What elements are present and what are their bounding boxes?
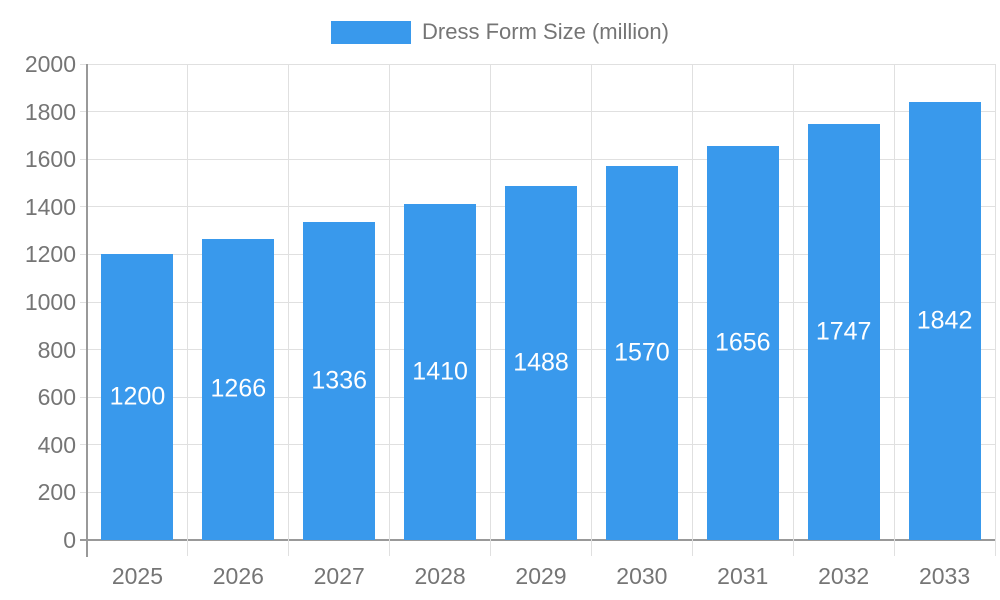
bar-2026: 1266 bbox=[202, 238, 275, 540]
y-axis-tick-label: 400 bbox=[37, 431, 76, 458]
bar-2027: 1336 bbox=[303, 222, 376, 540]
bar-value-label: 1842 bbox=[916, 306, 973, 335]
gridline-horizontal bbox=[80, 111, 995, 113]
bar-2028: 1410 bbox=[404, 204, 477, 540]
x-axis-line bbox=[80, 539, 995, 541]
legend-label: Dress Form Size (million) bbox=[422, 19, 669, 44]
y-axis-tick-label: 800 bbox=[37, 336, 76, 363]
bar-value-label: 1410 bbox=[412, 357, 468, 386]
legend: Dress Form Size (million) bbox=[0, 19, 1000, 45]
x-axis-tick-label: 2028 bbox=[414, 563, 466, 589]
gridline-vertical bbox=[187, 64, 189, 556]
bar-2025: 1200 bbox=[101, 254, 174, 540]
y-axis-tick-label: 1800 bbox=[24, 98, 76, 125]
y-axis-line bbox=[86, 64, 88, 557]
gridline-vertical bbox=[893, 64, 895, 556]
bar-2029: 1488 bbox=[505, 185, 577, 540]
bar-value-label: 1570 bbox=[614, 338, 670, 367]
gridline-horizontal bbox=[80, 63, 995, 65]
bar-2032: 1747 bbox=[807, 124, 880, 540]
legend-swatch-icon bbox=[331, 20, 412, 44]
bar-value-label: 1747 bbox=[815, 317, 872, 346]
y-axis-tick-label: 600 bbox=[37, 384, 76, 411]
gridline-vertical bbox=[490, 64, 492, 556]
y-axis-tick-label: 2000 bbox=[24, 51, 76, 77]
x-axis-tick-label: 2029 bbox=[515, 563, 567, 589]
y-axis-tick-label: 1400 bbox=[24, 193, 76, 220]
y-axis-tick-label: 1600 bbox=[24, 146, 76, 173]
gridline-vertical bbox=[590, 64, 592, 556]
y-axis-tick-label: 1000 bbox=[24, 289, 76, 315]
gridline-vertical bbox=[792, 64, 794, 556]
x-axis-tick-label: 2026 bbox=[212, 563, 264, 589]
y-axis-tick-label: 0 bbox=[63, 527, 76, 553]
gridline-vertical bbox=[691, 64, 693, 556]
x-axis-tick-label: 2027 bbox=[313, 563, 365, 589]
plot-area: 1200 1266 1336 1410 1488 1570 1656 1747 1842 bbox=[80, 63, 996, 557]
gridline-horizontal bbox=[80, 158, 995, 160]
x-axis-tick-label: 2030 bbox=[616, 563, 668, 589]
bar-value-label: 1200 bbox=[109, 382, 166, 411]
bar-value-label: 1656 bbox=[714, 328, 771, 357]
y-axis-tick-label: 200 bbox=[37, 479, 76, 506]
gridline-vertical bbox=[288, 64, 290, 556]
y-axis-tick-label: 1200 bbox=[24, 241, 76, 268]
bar-2033: 1842 bbox=[908, 101, 981, 540]
bar-2031: 1656 bbox=[706, 145, 779, 540]
bar-2030: 1570 bbox=[605, 166, 678, 540]
x-axis-tick-label: 2031 bbox=[717, 563, 769, 589]
x-axis-tick-label: 2025 bbox=[111, 563, 164, 589]
bar-value-label: 1488 bbox=[513, 348, 569, 377]
gridline-vertical bbox=[994, 64, 996, 556]
bar-value-label: 1336 bbox=[311, 366, 368, 395]
x-axis-tick-label: 2033 bbox=[918, 563, 971, 589]
legend-item[interactable]: Dress Form Size (million) bbox=[331, 19, 669, 45]
bar-value-label: 1266 bbox=[210, 374, 267, 403]
x-axis-tick-label: 2032 bbox=[818, 563, 870, 589]
gridline-vertical bbox=[389, 64, 391, 556]
